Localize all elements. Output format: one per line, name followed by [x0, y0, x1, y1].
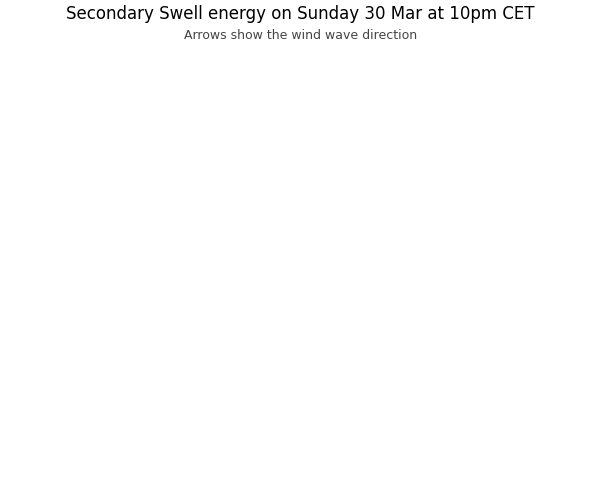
Text: Arrows show the wind wave direction: Arrows show the wind wave direction: [184, 29, 417, 42]
Text: Map data unavailable
(cartopy required): Map data unavailable (cartopy required): [211, 256, 390, 294]
Text: Secondary Swell energy on Sunday 30 Mar at 10pm CET: Secondary Swell energy on Sunday 30 Mar …: [66, 5, 535, 23]
